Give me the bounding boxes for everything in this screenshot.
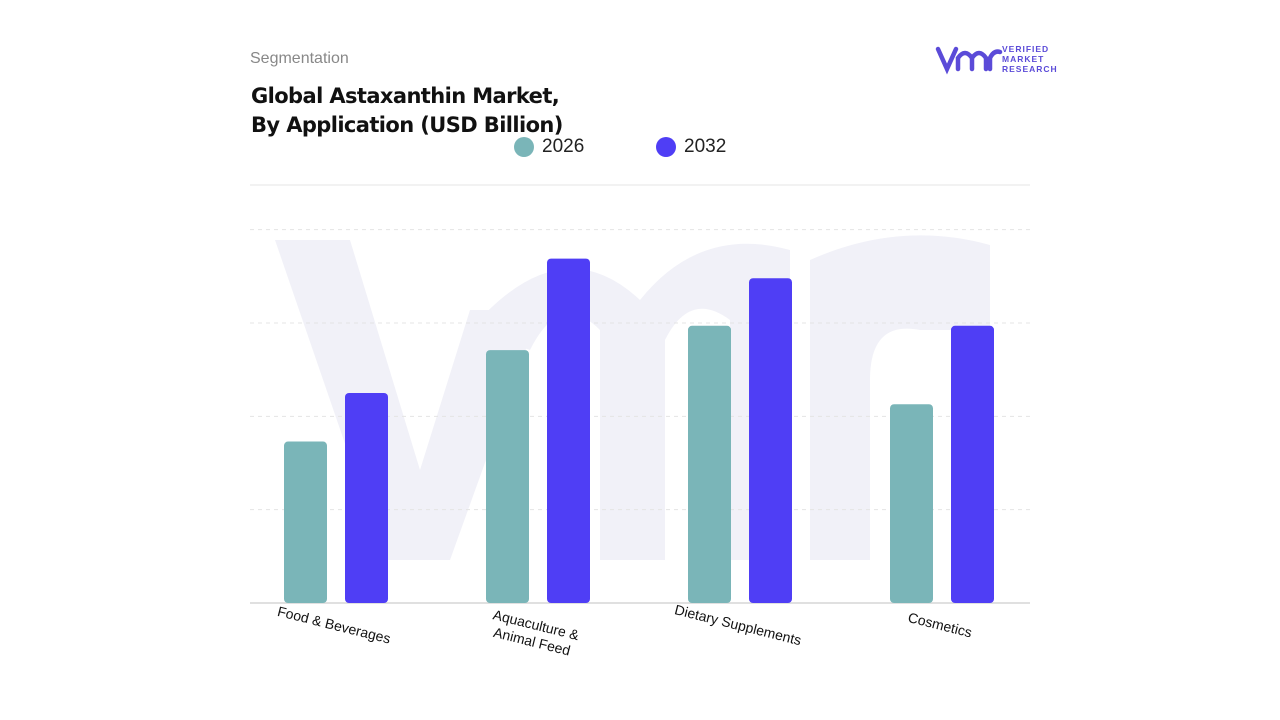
- bar: [749, 278, 792, 603]
- bar: [688, 325, 731, 603]
- bar: [951, 325, 994, 603]
- bar: [345, 393, 388, 603]
- logo-text: MARKET: [1002, 54, 1045, 64]
- bar: [547, 258, 590, 603]
- bar: [284, 441, 327, 603]
- watermark: [275, 235, 990, 560]
- legend-label: 2032: [684, 136, 727, 157]
- section-label: Segmentation: [250, 50, 349, 67]
- bar: [890, 404, 933, 603]
- logo-text: RESEARCH: [1002, 64, 1058, 74]
- legend-swatch: [656, 137, 676, 157]
- chart-title: Global Astaxanthin Market, By Applicatio…: [251, 84, 563, 137]
- legend-label: 2026: [542, 136, 585, 157]
- logo-mark: [935, 46, 1003, 75]
- legend-swatch: [514, 137, 534, 157]
- logo-text: VERIFIED: [1002, 44, 1050, 54]
- bar: [486, 350, 529, 603]
